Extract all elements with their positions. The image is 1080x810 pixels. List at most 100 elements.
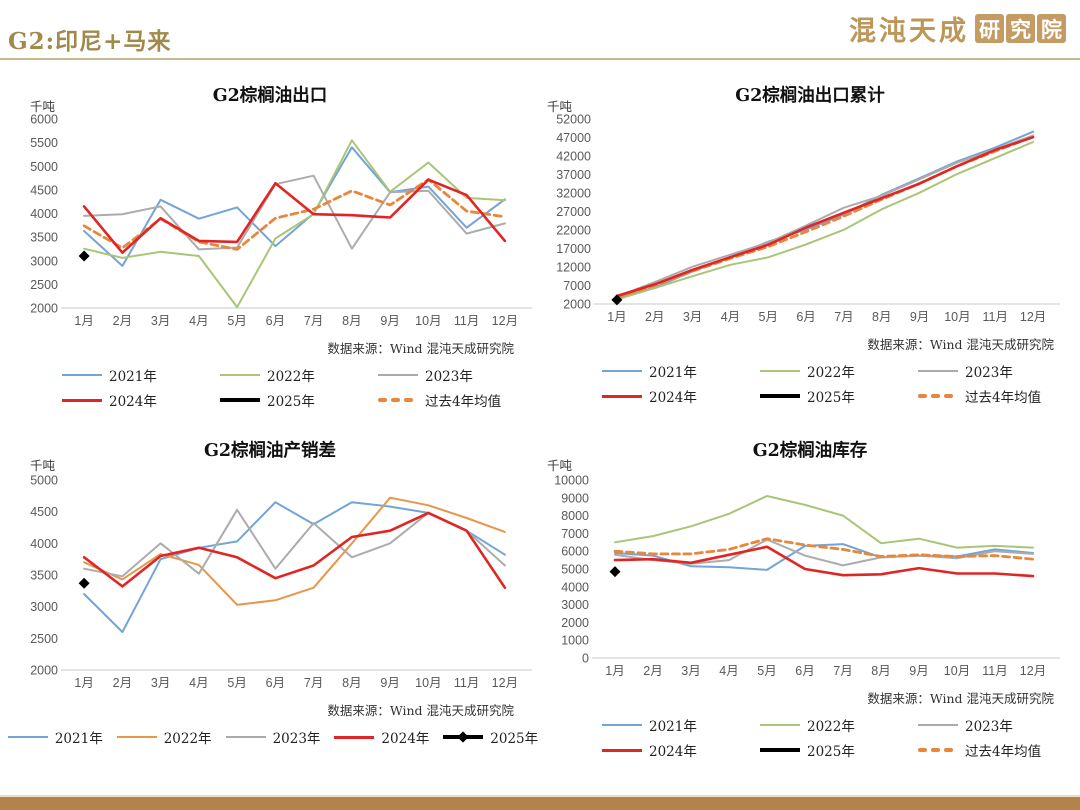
- series-line-2022年: [83, 139, 506, 309]
- chart-panel-inventory: G2棕榈油库存 千吨 10000 9000 8000 7000 6000 5000 4000…: [540, 425, 1080, 795]
- line-swatch: [334, 735, 375, 739]
- y-tick-label: 3000: [561, 598, 589, 612]
- y-tick-label: 4000: [30, 207, 58, 221]
- legend-label: 2021年: [649, 719, 697, 735]
- legend-item-2021年: 2021年: [7, 727, 103, 747]
- x-tick-label: 2月: [643, 664, 662, 678]
- y-tick-label: 17000: [556, 242, 591, 256]
- x-tick-label: 11月: [454, 314, 479, 328]
- line-chart: 5000 4500 4000 3500 3000 2500 2000 1月 2月 3月 4月 5月 6月…: [30, 474, 532, 690]
- bottom-bar: [0, 795, 1080, 810]
- series-line-过去4年均值: [613, 537, 1035, 561]
- legend-label: 2024年: [649, 744, 697, 760]
- y-tick-label: 4500: [30, 183, 58, 197]
- y-tick-label: 12000: [556, 261, 591, 275]
- x-tick-label: 1月: [74, 676, 93, 690]
- legend-item-2025年: 2025年: [760, 386, 918, 406]
- line-swatch: [760, 723, 800, 727]
- legend-item-过去4年均值: 过去4年均值: [378, 390, 558, 410]
- chart-legend: 2021年 2022年 2023年 2024年 2025年 过去4年均值: [540, 715, 1080, 760]
- line-swatch: [225, 735, 266, 739]
- x-tick-label: 1月: [607, 310, 626, 324]
- logo-seal-char: 究: [1006, 14, 1035, 43]
- legend-label: 2021年: [54, 731, 103, 747]
- legend-item-过去4年均值: 过去4年均值: [918, 740, 1080, 760]
- chart-title: G2棕榈油产销差: [203, 441, 337, 461]
- y-tick-label: 7000: [563, 279, 591, 293]
- x-tick-label: 7月: [304, 676, 323, 690]
- x-tick-label: 3月: [681, 664, 700, 678]
- legend-label: 2025年: [807, 390, 855, 406]
- line-swatch: [602, 394, 642, 398]
- y-tick-label: 5500: [30, 136, 58, 150]
- logo-seal-char: 院: [1037, 14, 1066, 43]
- legend-item-2023年: 2023年: [918, 361, 1080, 381]
- y-tick-label: 6000: [30, 113, 58, 127]
- line-swatch: [62, 398, 102, 402]
- diamond-line-swatch: [443, 731, 484, 743]
- x-tick-label: 4月: [189, 314, 208, 328]
- y-tick-label: 1000: [561, 634, 589, 648]
- logo-seal-blocks: 研究院: [973, 14, 1066, 43]
- legend-label: 2025年: [807, 744, 855, 760]
- dashed-line-swatch: [378, 398, 418, 402]
- x-tick-label: 10月: [944, 310, 970, 324]
- series-line-2023年: [615, 134, 1035, 298]
- x-tick-label: 3月: [151, 676, 170, 690]
- y-tick-label: 2000: [563, 298, 591, 312]
- x-tick-label: 2月: [645, 310, 664, 324]
- x-tick-label: 10月: [415, 676, 441, 690]
- diamond-line-swatch: [220, 398, 260, 402]
- y-tick-label: 9000: [561, 491, 589, 505]
- x-tick-label: 8月: [872, 310, 891, 324]
- line-swatch: [918, 723, 958, 727]
- legend-label: 2025年: [267, 394, 315, 410]
- y-tick-label: 8000: [561, 509, 589, 523]
- y-tick-label: 52000: [556, 113, 591, 127]
- x-tick-label: 7月: [833, 664, 852, 678]
- series-line-2024年: [82, 178, 507, 254]
- chart-legend: 2021年 2022年 2023年 2024年 2025年 过去4年均值: [0, 365, 540, 410]
- y-tick-label: 10000: [554, 474, 589, 488]
- series-line-2024年: [82, 511, 507, 589]
- chart-panel-prod-sales-gap: G2棕榈油产销差 千吨 5000 4500 4000 3500 3000 2500 2000…: [0, 425, 540, 795]
- x-tick-label: 10月: [415, 314, 441, 328]
- legend-item-2024年: 2024年: [602, 386, 760, 406]
- legend-item-2021年: 2021年: [602, 361, 760, 381]
- x-tick-label: 5月: [759, 310, 778, 324]
- chart-title: G2棕榈油出口累计: [735, 86, 885, 106]
- data-source: 数据来源：Wind 混沌天成研究院: [867, 691, 1054, 706]
- y-tick-label: 3000: [30, 600, 58, 614]
- legend-label: 2024年: [109, 394, 157, 410]
- series-line-2024年: [613, 545, 1035, 578]
- x-tick-label: 7月: [834, 310, 853, 324]
- x-tick-label: 8月: [871, 664, 890, 678]
- legend-item-2023年: 2023年: [225, 727, 320, 747]
- line-swatch: [602, 748, 642, 752]
- legend-item-2022年: 2022年: [760, 361, 918, 381]
- x-tick-label: 12月: [492, 676, 518, 690]
- y-tick-label: 2000: [561, 616, 589, 630]
- y-axis-unit: 千吨: [30, 458, 56, 473]
- legend-label: 2024年: [381, 731, 430, 747]
- series-line-2024年: [615, 135, 1035, 298]
- x-tick-label: 10月: [944, 664, 970, 678]
- legend-label: 2024年: [649, 390, 697, 406]
- chart-panel-export: G2棕榈油出口 千吨 6000 5500 5000 4500 4000 3500 3000 2…: [0, 60, 540, 425]
- legend-label: 2021年: [649, 365, 697, 381]
- legend-item-过去4年均值: 过去4年均值: [918, 386, 1080, 406]
- series-line-2022年: [615, 141, 1035, 301]
- x-tick-label: 3月: [683, 310, 702, 324]
- legend-item-2025年: 2025年: [443, 727, 538, 747]
- series-diamond-2025年: [611, 294, 623, 306]
- series-line-过去4年均值: [82, 178, 507, 251]
- y-tick-label: 4000: [30, 537, 58, 551]
- logo-seal-char: 研: [975, 14, 1004, 43]
- x-tick-label: 4月: [189, 676, 208, 690]
- x-tick-label: 5月: [227, 314, 246, 328]
- legend-item-2021年: 2021年: [62, 365, 220, 385]
- line-swatch: [116, 735, 157, 739]
- diamond-line-swatch: [760, 394, 800, 398]
- line-swatch: [602, 369, 642, 373]
- x-tick-label: 4月: [721, 310, 740, 324]
